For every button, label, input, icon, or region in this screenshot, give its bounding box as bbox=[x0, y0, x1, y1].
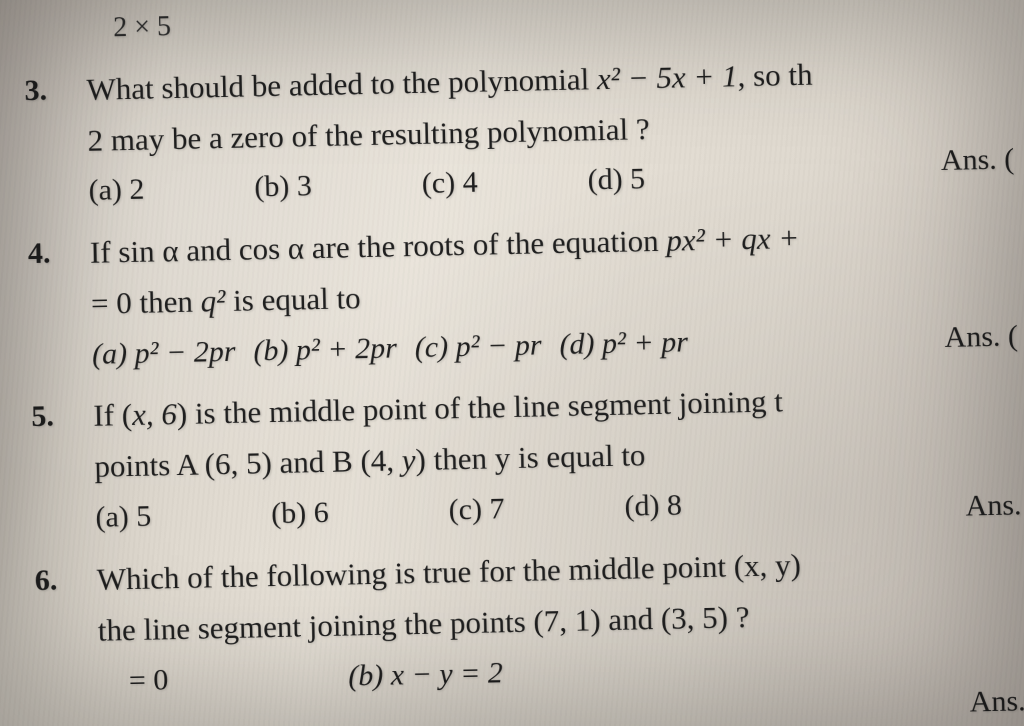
answer-label-3: Ans. ( bbox=[940, 137, 1014, 182]
answer-label-4: Ans. ( bbox=[944, 314, 1018, 359]
option-b: (b) 3 bbox=[254, 165, 312, 210]
q5-line1-pre: If ( bbox=[93, 397, 132, 433]
q4-math-1: px² + qx + bbox=[666, 220, 800, 258]
answer-label-5: Ans. bbox=[965, 483, 1022, 528]
question-number: 5. bbox=[31, 394, 94, 439]
option-c: (c) p² − pr bbox=[414, 323, 542, 369]
answer-label-6: Ans. bbox=[969, 679, 1024, 724]
question-5: 5. If (x, 6) is the middle point of the … bbox=[31, 375, 1018, 541]
option-d: (d) 8 bbox=[624, 484, 682, 529]
option-d: (d) p² + pr bbox=[559, 320, 688, 366]
question-3: 3. What should be added to the polynomia… bbox=[24, 48, 1011, 214]
q5-math-2: y bbox=[401, 442, 415, 477]
fragment-left: = 0 bbox=[128, 658, 168, 702]
question-number: 3. bbox=[24, 67, 87, 112]
fragment-top: 2 × 5 bbox=[113, 0, 1008, 49]
option-c: (c) 4 bbox=[421, 161, 478, 206]
question-6: 6. Which of the following is true for th… bbox=[34, 538, 1021, 704]
question-number: 4. bbox=[27, 231, 90, 276]
option-b: (b) 6 bbox=[271, 491, 329, 536]
question-number: 6. bbox=[34, 557, 97, 602]
q5-math-1: x, 6 bbox=[132, 396, 177, 432]
q4-line2-pre: = 0 then bbox=[91, 283, 201, 320]
question-4: 4. If sin α and cos α are the roots of t… bbox=[27, 211, 1014, 377]
option-c: (c) 7 bbox=[448, 487, 505, 532]
q5-line2-post: ) then y is equal to bbox=[415, 438, 646, 478]
q3-math-1: x² − 5x + 1 bbox=[597, 58, 738, 96]
q4-line2-post: is equal to bbox=[225, 280, 361, 318]
option-a: (a) 2 bbox=[88, 168, 145, 213]
q5-line1-post: ) is the middle point of the line segmen… bbox=[176, 384, 783, 432]
q3-line1-post: , so th bbox=[737, 56, 813, 93]
q4-line1-pre: If sin α and cos α are the roots of the … bbox=[90, 223, 667, 270]
option-d: (d) 5 bbox=[587, 158, 645, 203]
q3-line1-pre: What should be added to the polynomial bbox=[86, 61, 597, 107]
q5-line2-pre: points A (6, 5) and B (4, bbox=[94, 443, 402, 484]
option-a: (a) 5 bbox=[95, 495, 152, 540]
option-b: (b) x − y = 2 bbox=[348, 651, 503, 698]
option-a: (a) p² − 2pr bbox=[92, 330, 236, 376]
option-b: (b) p² + 2pr bbox=[253, 326, 397, 372]
q4-math-2: q² bbox=[200, 283, 226, 319]
